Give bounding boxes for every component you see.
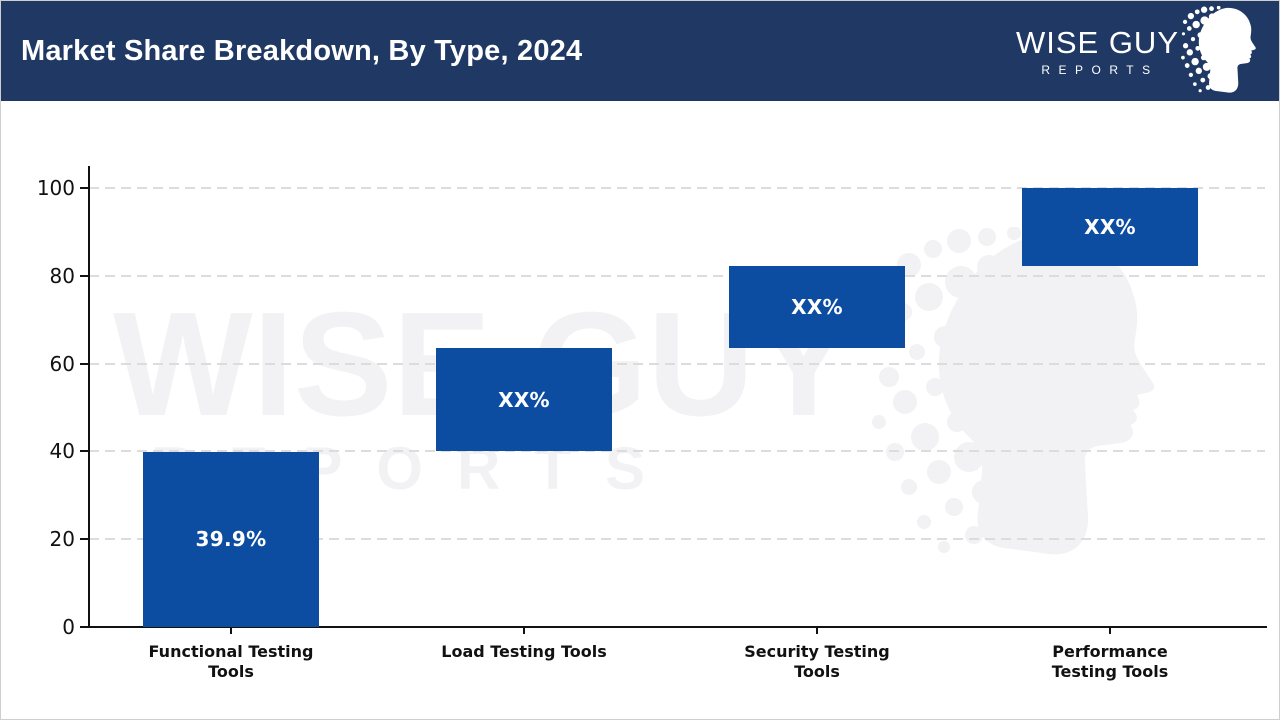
x-tick-mark-performance-testing-tools: [1109, 628, 1111, 634]
category-label-line: Testing Tools: [1051, 662, 1169, 681]
gridline-100: [89, 187, 1265, 189]
bar-value-label-security-testing-tools: XX%: [791, 295, 843, 320]
y-tick-label-40: 40: [49, 439, 75, 464]
wiseguy-logo: WISE GUY REPORTS: [1016, 6, 1261, 96]
y-tick-label-100: 100: [36, 176, 75, 200]
bar-load-testing-tools: XX%: [436, 348, 612, 452]
y-tick-mark-0: [80, 626, 89, 628]
x-tick-mark-security-testing-tools: [816, 628, 818, 634]
logo-wordmark-sub: REPORTS: [1041, 63, 1159, 77]
category-label-line: Load Testing Tools: [441, 642, 607, 661]
category-label-security-testing-tools: Security Testing Tools: [702, 642, 932, 682]
y-tick-mark-20: [80, 538, 89, 541]
category-label-functional-testing-tools: Functional Testing Tools: [116, 642, 346, 682]
category-label-performance-testing-tools: Performance Testing Tools: [995, 642, 1225, 682]
y-tick-label-80: 80: [49, 263, 75, 288]
bar-functional-testing-tools: 39.9%: [143, 451, 319, 627]
watermark-face-icon: [869, 227, 1169, 567]
category-label-line: Functional Testing: [148, 642, 314, 661]
category-label-line: Tools: [208, 662, 254, 681]
logo-face-icon: [1179, 6, 1261, 96]
x-tick-mark-functional-testing-tools: [230, 628, 232, 634]
x-axis-line: [88, 626, 1267, 628]
x-tick-mark-load-testing-tools: [523, 628, 525, 634]
category-label-line: Security Testing: [744, 642, 890, 661]
bar-value-label-load-testing-tools: XX%: [498, 387, 550, 412]
y-tick-label-0: 0: [62, 615, 75, 639]
category-label-load-testing-tools: Load Testing Tools: [409, 642, 639, 662]
y-tick-mark-100: [80, 187, 89, 189]
y-tick-mark-80: [80, 274, 89, 277]
y-axis-line: [88, 166, 90, 628]
y-tick-label-20: 20: [49, 527, 75, 552]
y-tick-mark-60: [80, 362, 89, 365]
logo-wordmark: WISE GUY REPORTS: [1016, 27, 1179, 77]
bar-security-testing-tools: XX%: [729, 266, 905, 349]
category-label-line: Performance: [1052, 642, 1168, 661]
bar-performance-testing-tools: XX%: [1022, 188, 1198, 267]
bar-value-label-functional-testing-tools: 39.9%: [195, 527, 267, 552]
logo-wordmark-main: WISE GUY: [1015, 25, 1179, 60]
bar-value-label-performance-testing-tools: XX%: [1084, 215, 1136, 240]
page-title: Market Share Breakdown, By Type, 2024: [21, 34, 583, 67]
gridline-20: [89, 538, 1265, 541]
gridline-60: [89, 362, 1265, 365]
y-tick-label-60: 60: [49, 351, 75, 376]
header: Market Share Breakdown, By Type, 2024 WI…: [1, 1, 1279, 101]
gridline-40: [89, 450, 1265, 453]
gridline-80: [89, 274, 1265, 277]
y-tick-mark-40: [80, 450, 89, 453]
category-label-line: Tools: [794, 662, 840, 681]
